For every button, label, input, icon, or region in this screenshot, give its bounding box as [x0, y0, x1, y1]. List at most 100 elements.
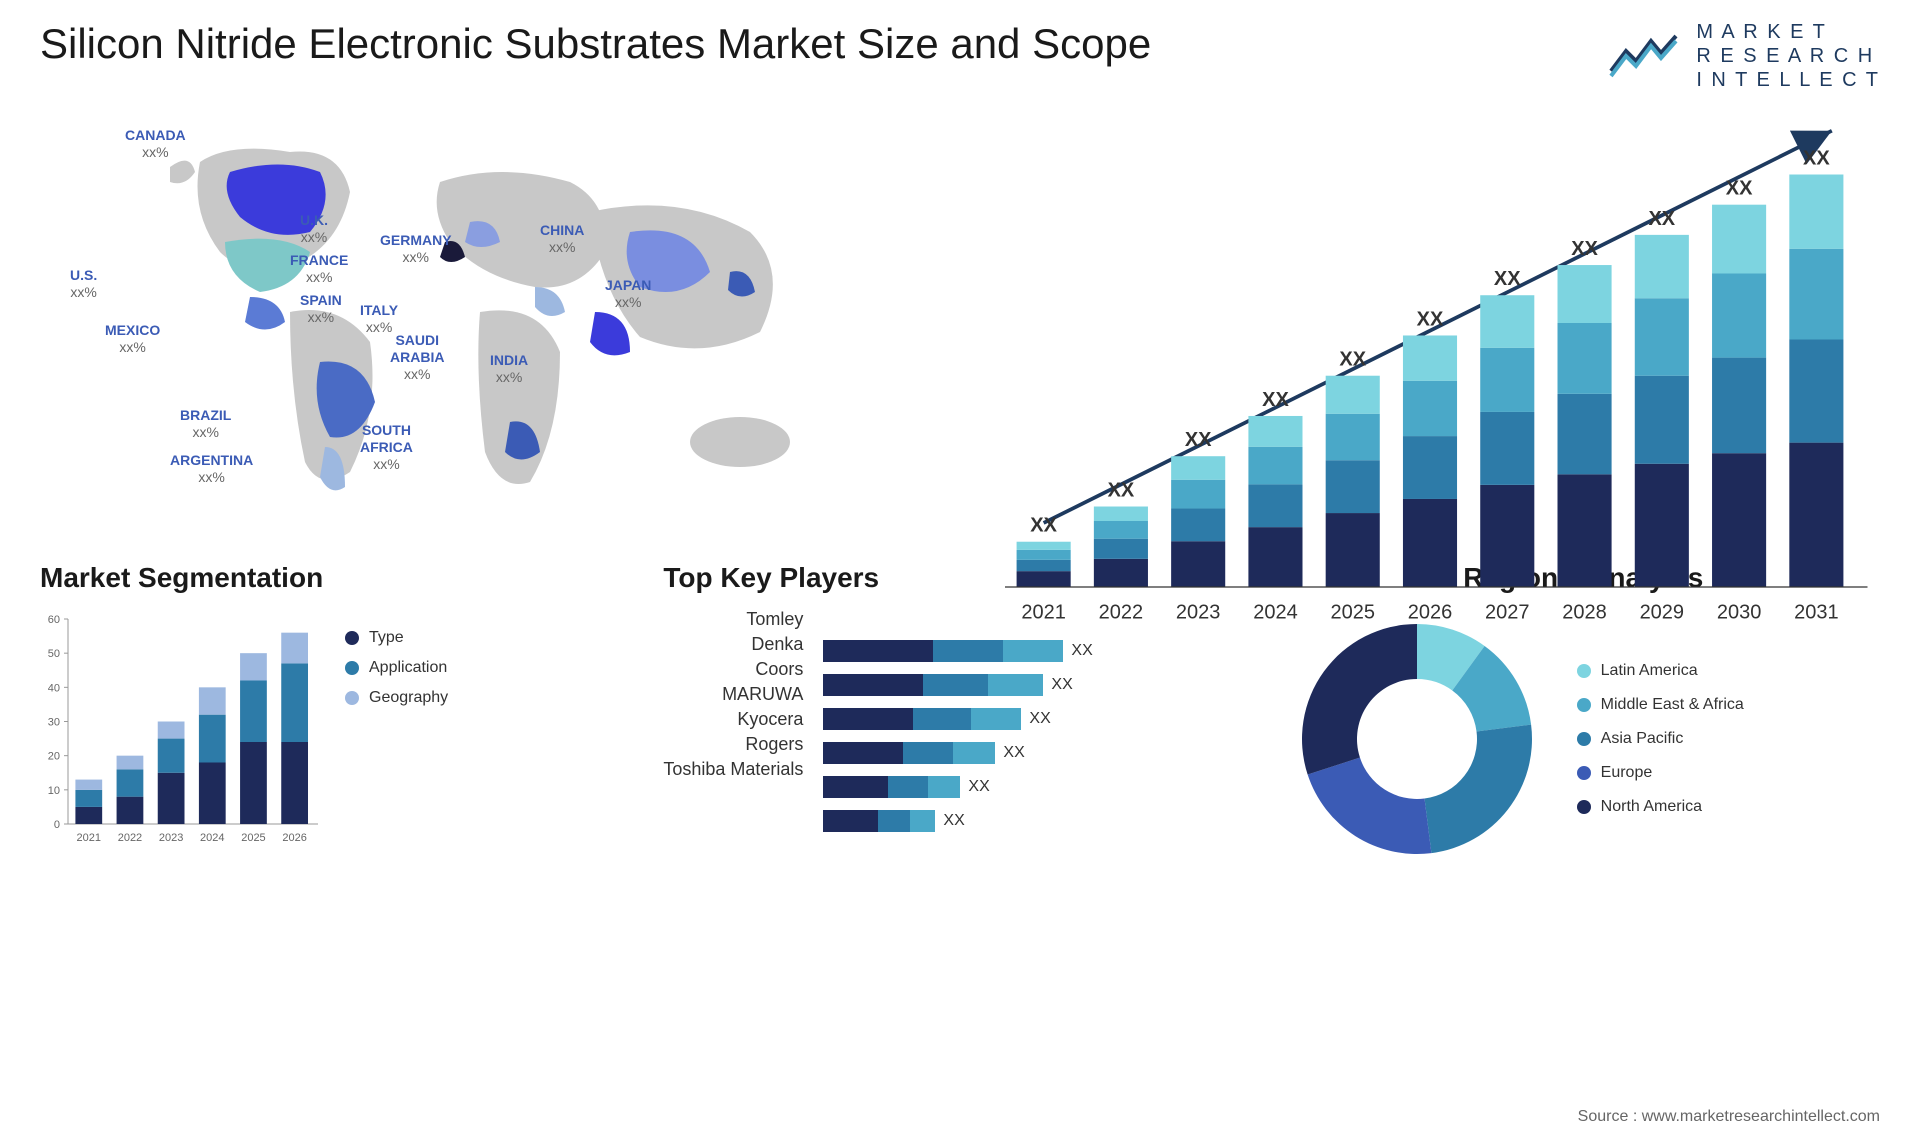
svg-text:XX: XX	[1417, 308, 1444, 330]
logo-line3: I N T E L L E C T	[1696, 68, 1880, 92]
map-label-india: INDIAxx%	[490, 352, 528, 386]
header: Silicon Nitride Electronic Substrates Ma…	[40, 20, 1880, 92]
top-row: CANADAxx%U.S.xx%MEXICOxx%BRAZILxx%ARGENT…	[40, 112, 1880, 532]
player-bar-row: XX	[823, 637, 1256, 665]
legend-dot-icon	[345, 661, 359, 675]
seg-legend-type: Type	[345, 629, 448, 647]
player-name: Tomley	[663, 609, 803, 630]
player-bar-segment	[1003, 640, 1063, 662]
world-map-section: CANADAxx%U.S.xx%MEXICOxx%BRAZILxx%ARGENT…	[40, 112, 940, 532]
player-bar-segment	[878, 810, 910, 832]
regional-donut-chart	[1287, 609, 1547, 869]
regional-legend-item: Latin America	[1577, 662, 1744, 680]
player-name: Denka	[663, 634, 803, 655]
logo-line2: R E S E A R C H	[1696, 44, 1880, 68]
player-value: XX	[1071, 642, 1092, 660]
player-value: XX	[1051, 676, 1072, 694]
regional-legend: Latin America Middle East & Africa Asia Pa…	[1577, 662, 1744, 816]
legend-dot-icon	[1577, 698, 1591, 712]
player-bar-segment	[910, 810, 935, 832]
map-label-mexico: MEXICOxx%	[105, 322, 160, 356]
player-bar-segment	[823, 708, 913, 730]
player-bar	[823, 708, 1021, 730]
legend-dot-icon	[1577, 766, 1591, 780]
map-label-uk: U.K.xx%	[300, 212, 328, 246]
legend-dot-icon	[345, 631, 359, 645]
svg-text:50: 50	[48, 648, 60, 660]
regional-legend-item: Europe	[1577, 764, 1744, 782]
key-players-bars: XXXXXXXXXXXX	[823, 609, 1256, 835]
player-bar-row: XX	[823, 807, 1256, 835]
svg-text:XX: XX	[1339, 349, 1366, 371]
player-bar-segment	[923, 674, 988, 696]
svg-text:XX: XX	[1185, 429, 1212, 451]
source-footer: Source : www.marketresearchintellect.com	[1578, 1108, 1880, 1126]
key-players-names: TomleyDenkaCoorsMARUWAKyoceraRogersToshi…	[663, 609, 813, 835]
svg-text:10: 10	[48, 785, 60, 797]
svg-text:2027: 2027	[1485, 601, 1530, 623]
player-bar-segment	[913, 708, 971, 730]
page-title: Silicon Nitride Electronic Substrates Ma…	[40, 20, 1151, 68]
svg-text:XX: XX	[1726, 178, 1753, 200]
player-bar	[823, 742, 995, 764]
segmentation-chart: 0102030405060202120222023202420252026	[40, 609, 320, 849]
player-bar	[823, 640, 1063, 662]
player-bar-segment	[903, 742, 953, 764]
logo-line1: M A R K E T	[1696, 20, 1880, 44]
player-name: MARUWA	[663, 684, 803, 705]
logo-text: M A R K E T R E S E A R C H I N T E L L …	[1696, 20, 1880, 92]
main-forecast-chart: XX2021XX2022XX2023XX2024XX2025XX2026XX20…	[980, 112, 1880, 637]
regional-legend-item: Middle East & Africa	[1577, 696, 1744, 714]
logo-icon	[1606, 31, 1686, 81]
svg-text:XX: XX	[1108, 480, 1135, 502]
svg-text:2025: 2025	[241, 832, 265, 844]
player-bar-row: XX	[823, 671, 1256, 699]
legend-dot-icon	[1577, 800, 1591, 814]
svg-text:2022: 2022	[118, 832, 142, 844]
map-label-us: U.S.xx%	[70, 267, 97, 301]
map-label-saudiarabia: SAUDIARABIAxx%	[390, 332, 444, 382]
map-label-germany: GERMANYxx%	[380, 232, 452, 266]
svg-text:20: 20	[48, 751, 60, 763]
svg-text:XX: XX	[1803, 148, 1830, 170]
svg-text:XX: XX	[1262, 389, 1289, 411]
player-bar-segment	[823, 742, 903, 764]
svg-text:XX: XX	[1571, 238, 1598, 260]
legend-dot-icon	[1577, 664, 1591, 678]
svg-text:30: 30	[48, 717, 60, 729]
svg-text:2028: 2028	[1562, 601, 1607, 623]
seg-legend-geography: Geography	[345, 689, 448, 707]
segmentation-panel: Market Segmentation 01020304050602021202…	[40, 562, 633, 882]
svg-text:XX: XX	[1030, 515, 1057, 537]
map-label-italy: ITALYxx%	[360, 302, 398, 336]
player-value: XX	[943, 812, 964, 830]
map-label-canada: CANADAxx%	[125, 127, 186, 161]
svg-text:40: 40	[48, 682, 60, 694]
player-bar	[823, 810, 935, 832]
player-value: XX	[1003, 744, 1024, 762]
player-bar-segment	[971, 708, 1021, 730]
map-label-argentina: ARGENTINAxx%	[170, 452, 253, 486]
player-bar-segment	[823, 810, 878, 832]
legend-dot-icon	[345, 691, 359, 705]
player-bar	[823, 674, 1043, 696]
player-bar-segment	[933, 640, 1003, 662]
logo: M A R K E T R E S E A R C H I N T E L L …	[1606, 20, 1880, 92]
player-bar-row: XX	[823, 773, 1256, 801]
svg-text:2026: 2026	[1408, 601, 1453, 623]
svg-text:0: 0	[54, 819, 60, 831]
player-value: XX	[1029, 710, 1050, 728]
svg-text:2023: 2023	[159, 832, 183, 844]
player-name: Rogers	[663, 734, 803, 755]
svg-text:2022: 2022	[1099, 601, 1144, 623]
key-players-content: TomleyDenkaCoorsMARUWAKyoceraRogersToshi…	[663, 609, 1256, 835]
regional-legend-item: Asia Pacific	[1577, 730, 1744, 748]
map-label-spain: SPAINxx%	[300, 292, 342, 326]
player-bar-segment	[823, 640, 933, 662]
map-label-france: FRANCExx%	[290, 252, 348, 286]
svg-text:2025: 2025	[1330, 601, 1375, 623]
svg-text:60: 60	[48, 614, 60, 626]
player-bar-segment	[988, 674, 1043, 696]
segmentation-title: Market Segmentation	[40, 562, 633, 594]
regional-content: Latin America Middle East & Africa Asia Pa…	[1287, 609, 1880, 869]
